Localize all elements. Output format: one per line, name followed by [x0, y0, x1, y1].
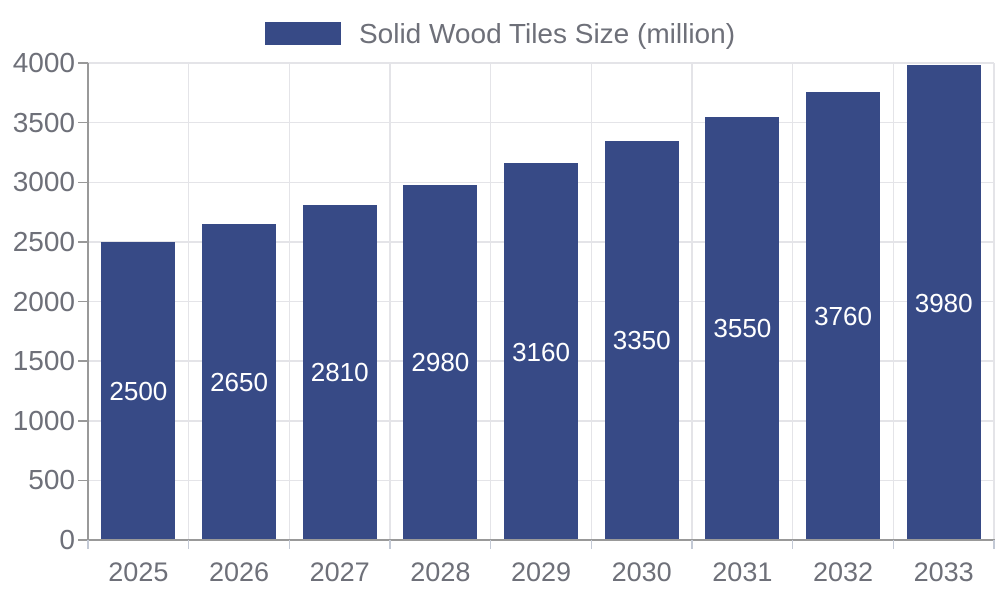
- y-tick: [78, 181, 88, 183]
- bar[interactable]: [806, 91, 880, 540]
- y-tick: [78, 420, 88, 422]
- y-tick-label: 500: [28, 464, 75, 496]
- bar-value-label: 3160: [512, 336, 570, 367]
- x-tick-label: 2030: [611, 557, 672, 587]
- x-tick: [691, 540, 693, 549]
- x-tick-label: 2027: [309, 557, 370, 587]
- x-tick-label: 2025: [108, 557, 169, 587]
- y-tick: [78, 62, 88, 64]
- x-tick-label: 2031: [712, 557, 773, 587]
- y-tick-label: 3500: [12, 106, 75, 138]
- y-tick-label: 0: [59, 524, 75, 555]
- y-tick: [78, 539, 88, 541]
- x-gridline: [489, 63, 492, 540]
- x-tick: [791, 540, 794, 549]
- bar[interactable]: [202, 223, 276, 540]
- bar-value-label: 2980: [411, 347, 470, 378]
- x-gridline: [288, 63, 291, 540]
- x-tick: [288, 540, 291, 549]
- bar-value-label: 3550: [713, 313, 772, 344]
- y-gridline: [88, 62, 994, 64]
- x-gridline: [791, 63, 794, 540]
- x-gridline: [187, 63, 190, 540]
- x-gridline: [993, 63, 995, 540]
- x-tick-label: 2029: [510, 557, 572, 587]
- x-gridline: [892, 63, 895, 540]
- y-tick: [78, 479, 88, 482]
- bar-value-label: 2650: [210, 366, 268, 397]
- y-tick: [78, 121, 88, 124]
- bar[interactable]: [101, 241, 176, 540]
- y-tick-label: 2000: [12, 285, 75, 317]
- bar-value-label: 3350: [612, 325, 671, 356]
- y-tick-label: 3000: [12, 166, 75, 198]
- bar[interactable]: [604, 140, 679, 540]
- bar[interactable]: [504, 163, 578, 540]
- bar-value-label: 3980: [914, 287, 973, 318]
- y-gridline: [88, 121, 994, 124]
- bar[interactable]: [403, 184, 478, 540]
- y-tick: [78, 360, 88, 362]
- x-gridline: [590, 63, 593, 540]
- x-tick: [87, 540, 89, 549]
- x-tick-label: 2033: [913, 557, 974, 587]
- y-tick-label: 1000: [12, 404, 75, 436]
- bar[interactable]: [906, 65, 981, 540]
- bar-value-label: 2500: [109, 375, 168, 406]
- x-tick: [489, 540, 492, 549]
- y-tick-label: 4000: [12, 47, 75, 78]
- y-tick: [78, 241, 88, 243]
- bar[interactable]: [705, 116, 780, 540]
- x-axis-line: [87, 539, 995, 541]
- legend-swatch: [264, 22, 341, 45]
- y-axis-line: [87, 63, 89, 542]
- legend-label: Solid Wood Tiles Size (million): [358, 18, 736, 49]
- y-tick-label: 2500: [12, 225, 75, 257]
- y-tick-label: 1500: [12, 345, 75, 377]
- x-tick-label: 2026: [208, 557, 270, 587]
- y-tick: [78, 300, 88, 303]
- x-tick: [892, 540, 895, 549]
- x-tick: [993, 540, 995, 549]
- x-tick-label: 2028: [410, 557, 471, 587]
- x-gridline: [389, 63, 391, 540]
- bar-value-label: 3760: [814, 300, 872, 331]
- x-tick-label: 2032: [812, 557, 874, 587]
- x-tick: [590, 540, 593, 549]
- x-gridline: [691, 63, 693, 540]
- x-tick: [389, 540, 391, 549]
- x-tick: [187, 540, 190, 549]
- bar[interactable]: [302, 204, 377, 540]
- legend-item[interactable]: Solid Wood Tiles Size (million): [0, 17, 1000, 50]
- bar-value-label: 2810: [310, 357, 369, 388]
